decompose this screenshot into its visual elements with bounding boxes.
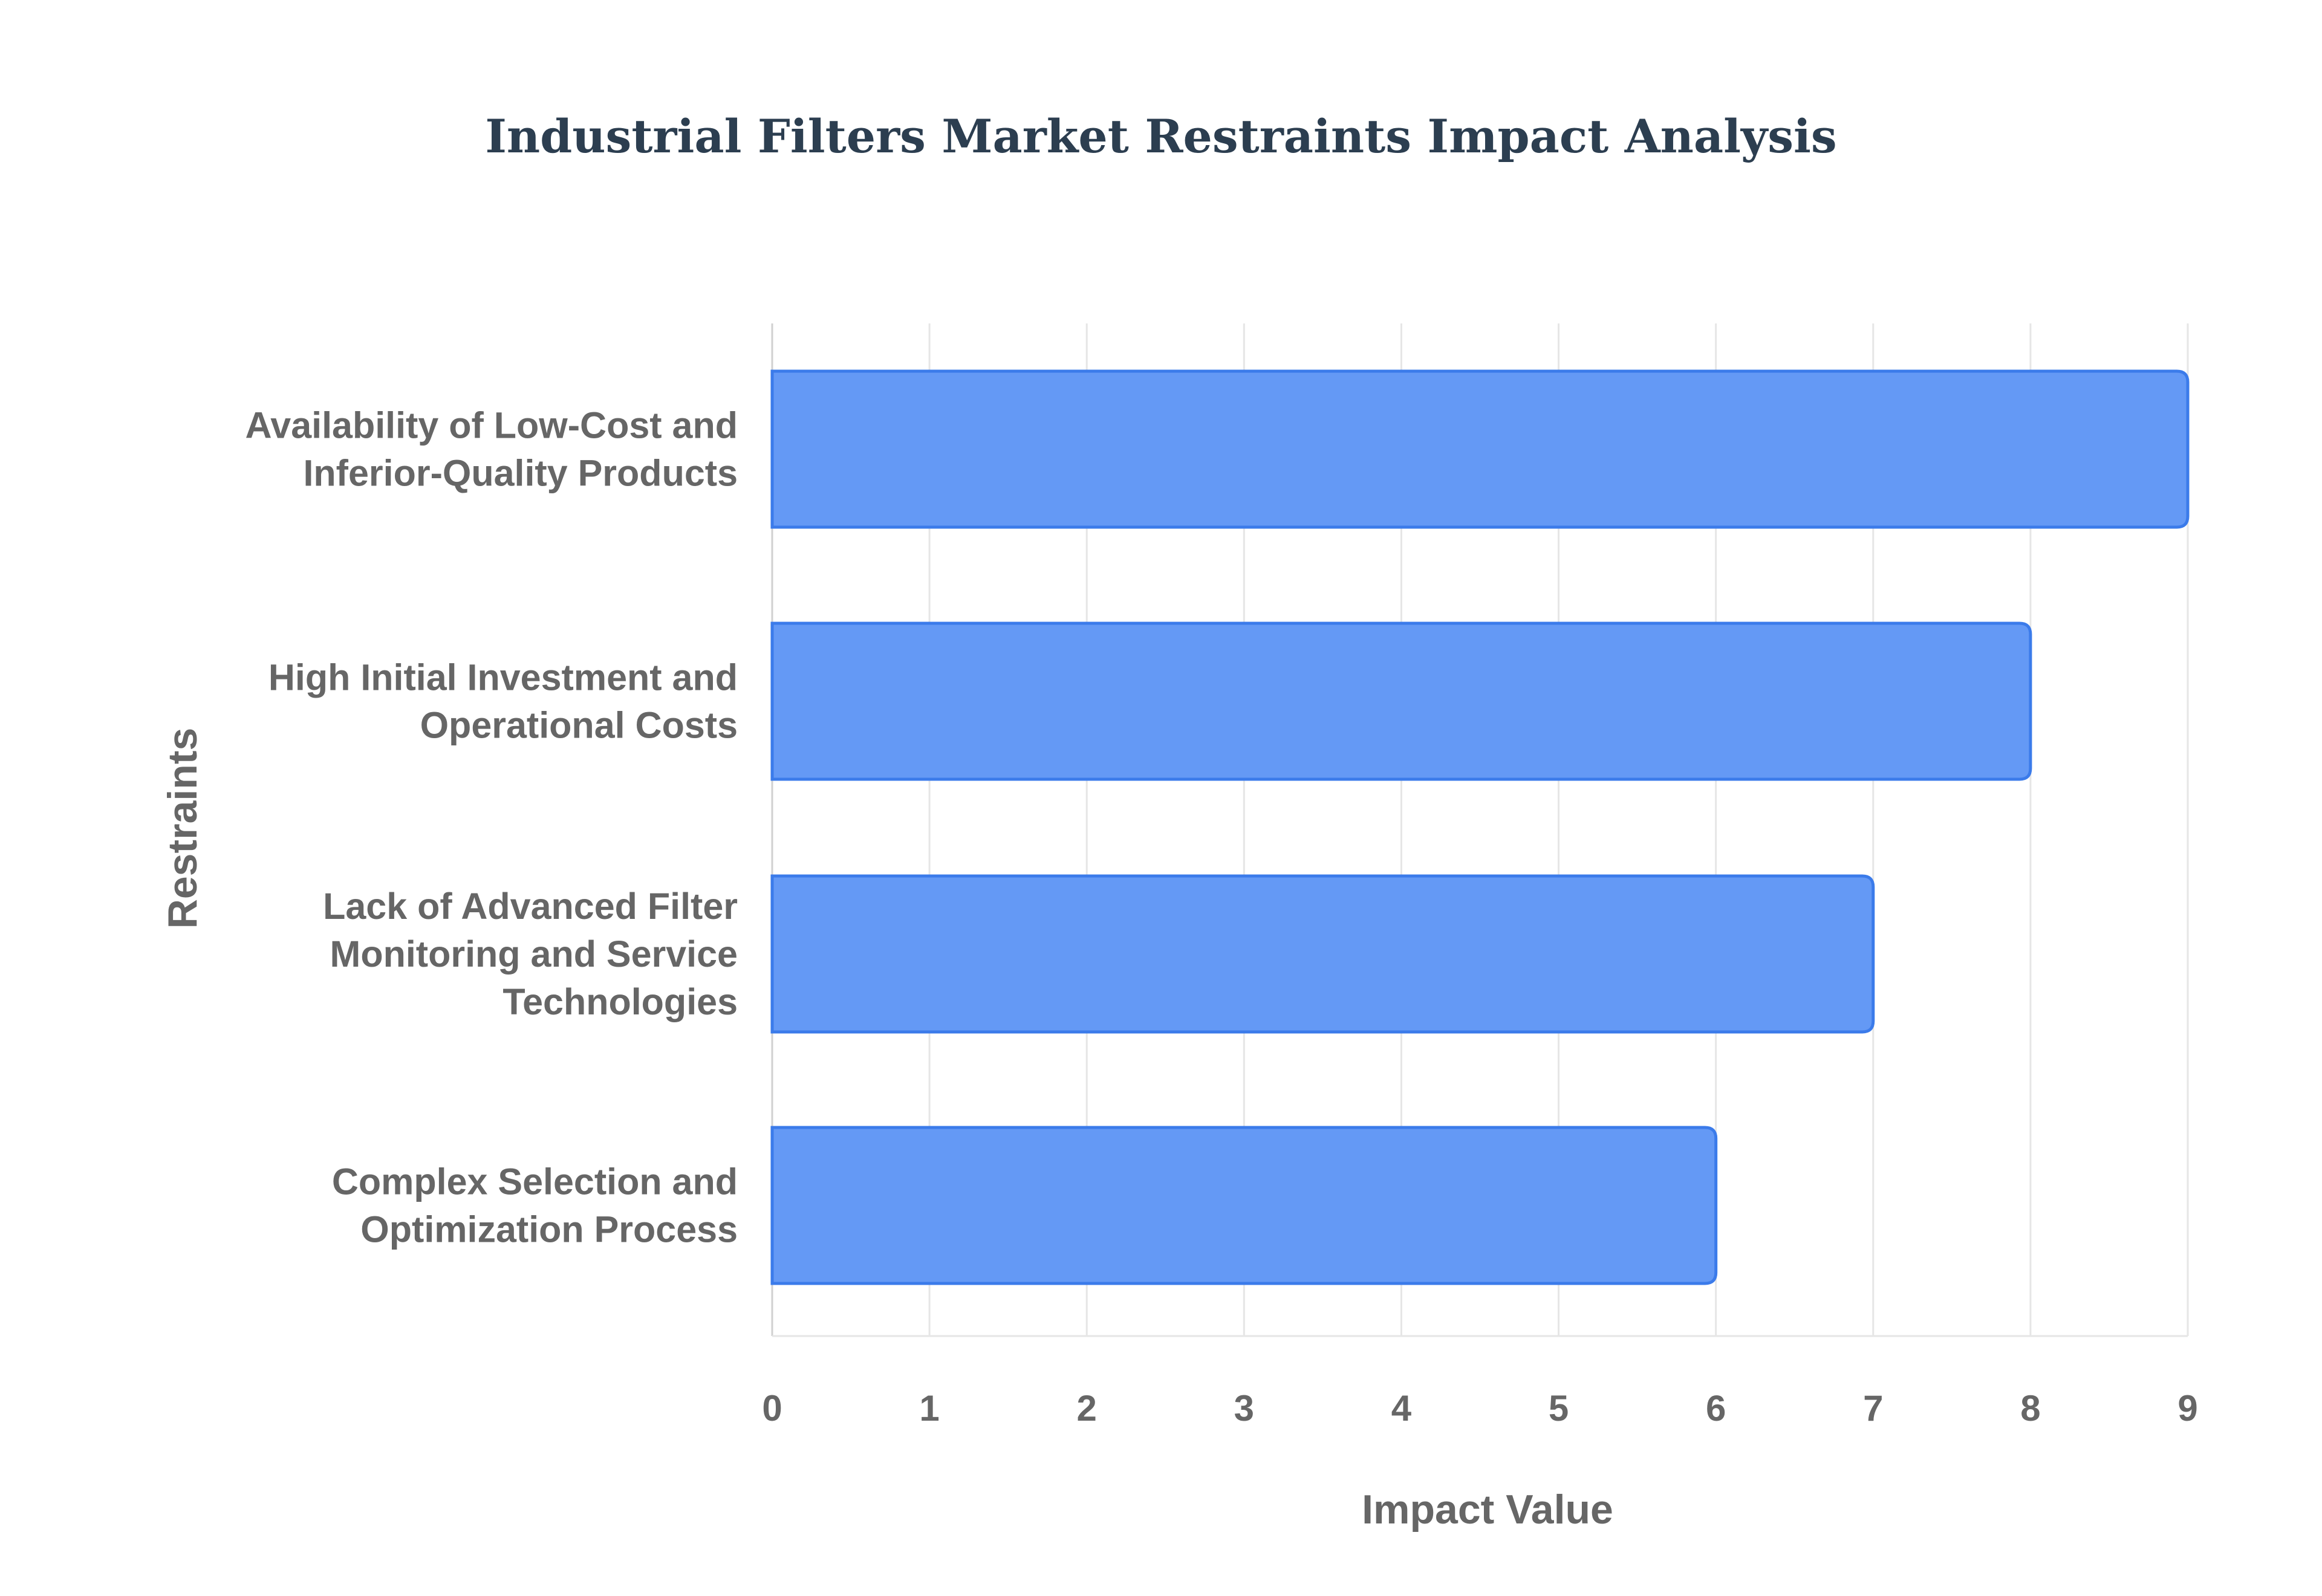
x-tick-label-8: 8 [2020,1388,2040,1429]
x-tick-label-9: 9 [2177,1388,2197,1429]
chart-title: Industrial Filters Market Restraints Imp… [485,109,1836,163]
category-label-line: Lack of Advanced Filter [323,886,738,927]
category-label-1: Availability of Low-Cost and Inferior-Qua… [245,405,738,494]
category-label-line: Inferior-Quality Products [303,453,738,494]
category-label-line: Availability of Low-Cost and [245,405,738,446]
x-tick-label-6: 6 [1706,1388,1726,1429]
x-axis-title: Impact Value [1362,1487,1613,1533]
x-tick-label-3: 3 [1234,1388,1254,1429]
category-label-line: Optimization Process [360,1209,738,1250]
category-label-2: High Initial Investment and Operational C… [268,657,738,746]
category-labels: Availability of Low-Cost and Inferior-Qua… [245,405,738,1250]
category-label-line: Operational Costs [420,705,738,746]
x-tick-label-0: 0 [762,1388,782,1429]
x-tick-label-1: 1 [919,1388,939,1429]
category-label-line: Complex Selection and [332,1161,738,1202]
x-tick-label-2: 2 [1077,1388,1097,1429]
bars [770,369,2190,1285]
bar-1 [770,369,2190,529]
x-tick-label-7: 7 [1863,1388,1883,1429]
category-label-line: Technologies [502,981,738,1022]
category-label-3: Lack of Advanced Filter Monitoring and Se… [323,886,738,1022]
bar-2 [770,621,2032,781]
bar-3 [770,874,1875,1034]
x-tick-labels: 0 1 2 3 4 5 6 7 8 9 [762,1388,2197,1429]
bar-4 [770,1126,1718,1285]
category-label-line: Monitoring and Service [330,933,738,975]
category-label-line: High Initial Investment and [268,657,738,698]
x-tick-label-4: 4 [1391,1388,1412,1429]
y-axis-title: Restraints [160,728,206,929]
category-label-4: Complex Selection and Optimization Proces… [332,1161,738,1250]
x-tick-label-5: 5 [1549,1388,1569,1429]
